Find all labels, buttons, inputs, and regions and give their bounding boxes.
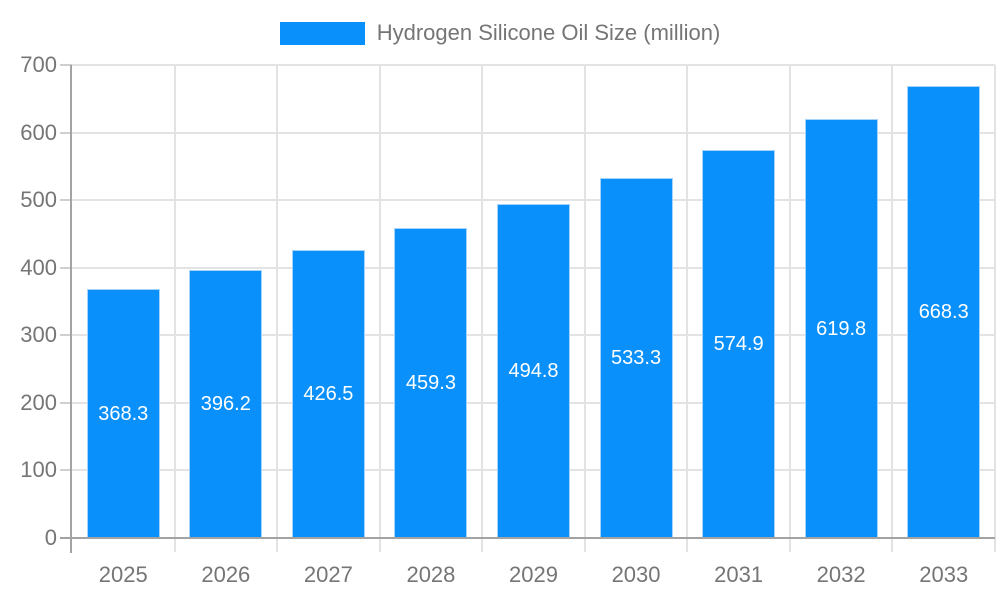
bar-value-label: 533.3	[611, 346, 662, 369]
y-tick-label: 700	[20, 52, 57, 77]
gridline-vertical	[173, 65, 176, 552]
y-tick-label: 0	[44, 525, 57, 550]
bar[interactable]	[599, 177, 673, 538]
y-tick-label: 400	[20, 254, 57, 280]
x-tick-label: 2031	[714, 562, 764, 587]
x-tick-label: 2033	[919, 562, 969, 587]
x-tick-label: 2032	[816, 562, 866, 587]
bar[interactable]	[804, 119, 878, 538]
gridline-vertical	[481, 65, 484, 552]
bar[interactable]	[291, 249, 365, 538]
bar[interactable]	[907, 86, 981, 538]
bar-value-label: 668.3	[918, 301, 969, 324]
gridline-vertical	[686, 65, 689, 552]
bar-value-label: 619.8	[816, 317, 867, 340]
bar-value-label: 459.3	[405, 371, 456, 394]
y-axis-tick	[60, 266, 72, 269]
y-axis-tick	[60, 401, 72, 404]
y-axis-line	[70, 65, 72, 553]
x-tick-label: 2026	[201, 562, 251, 587]
x-tick-label: 2030	[611, 562, 661, 587]
bar-value-label: 426.5	[303, 382, 354, 405]
y-axis-tick	[60, 131, 72, 134]
bar-value-label: 396.2	[200, 393, 251, 416]
y-tick-label: 600	[20, 119, 57, 145]
bar[interactable]	[702, 149, 776, 538]
x-tick-label: 2025	[98, 562, 148, 587]
legend-swatch	[279, 21, 365, 45]
x-axis-baseline	[60, 537, 995, 539]
y-tick-label: 200	[20, 389, 57, 415]
y-axis-tick	[60, 469, 72, 472]
y-axis-tick	[60, 64, 72, 66]
x-tick-label: 2027	[303, 562, 353, 587]
y-tick-label: 100	[20, 457, 57, 483]
bar-value-label: 574.9	[713, 332, 764, 355]
bar[interactable]	[86, 289, 160, 538]
legend[interactable]: Hydrogen Silicone Oil Size (million)	[0, 21, 1000, 45]
bar-value-label: 494.8	[508, 359, 559, 382]
gridline-vertical	[891, 65, 894, 552]
bar[interactable]	[189, 270, 263, 538]
legend-label: Hydrogen Silicone Oil Size (million)	[376, 20, 721, 45]
y-tick-label: 300	[20, 322, 57, 348]
gridline-vertical	[583, 65, 586, 552]
gridline-vertical	[994, 65, 996, 552]
gridline-vertical	[378, 65, 381, 552]
y-axis-tick	[60, 199, 72, 202]
bar[interactable]	[497, 203, 570, 538]
y-axis-tick	[60, 334, 72, 337]
bar[interactable]	[394, 227, 468, 538]
gridline-vertical	[788, 65, 791, 552]
x-tick-label: 2029	[509, 562, 558, 587]
x-tick-label: 2028	[406, 562, 456, 587]
gridline-vertical	[276, 65, 279, 552]
y-tick-label: 500	[20, 187, 57, 213]
gridline-horizontal	[72, 64, 995, 66]
bar-value-label: 368.3	[98, 402, 149, 425]
